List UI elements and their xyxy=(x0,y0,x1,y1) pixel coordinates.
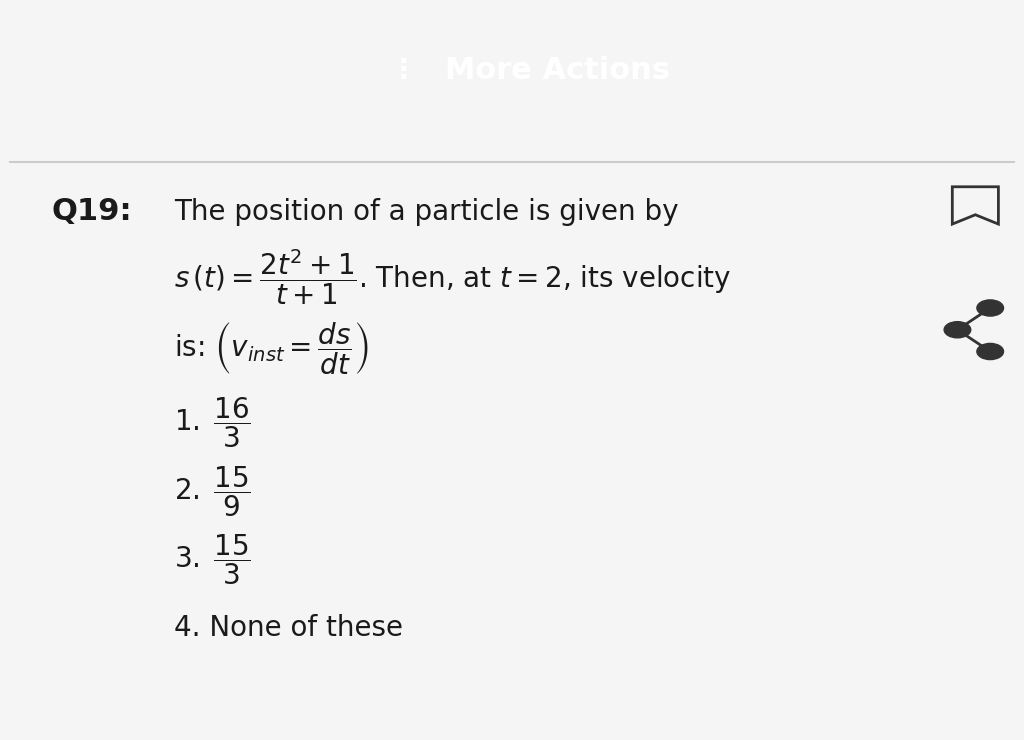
Text: ⋮: ⋮ xyxy=(390,56,418,84)
Circle shape xyxy=(977,300,1004,316)
Text: The position of a particle is given by: The position of a particle is given by xyxy=(174,198,679,226)
Text: $s\,(t) = \dfrac{2t^2+1}{t+1}$. Then, at $t = 2$, its velocity: $s\,(t) = \dfrac{2t^2+1}{t+1}$. Then, at… xyxy=(174,247,731,306)
Circle shape xyxy=(977,343,1004,360)
Text: $2.\;\dfrac{15}{9}$: $2.\;\dfrac{15}{9}$ xyxy=(174,464,251,519)
Text: $3.\;\dfrac{15}{3}$: $3.\;\dfrac{15}{3}$ xyxy=(174,532,251,587)
Text: More Actions: More Actions xyxy=(444,56,670,85)
Text: is: $\left( v_{inst} = \dfrac{ds}{dt} \right)$: is: $\left( v_{inst} = \dfrac{ds}{dt} \r… xyxy=(174,320,369,377)
Text: Q19:: Q19: xyxy=(51,197,132,226)
Text: $1.\;\dfrac{16}{3}$: $1.\;\dfrac{16}{3}$ xyxy=(174,396,251,451)
Text: 4. None of these: 4. None of these xyxy=(174,614,403,642)
Circle shape xyxy=(944,322,971,338)
